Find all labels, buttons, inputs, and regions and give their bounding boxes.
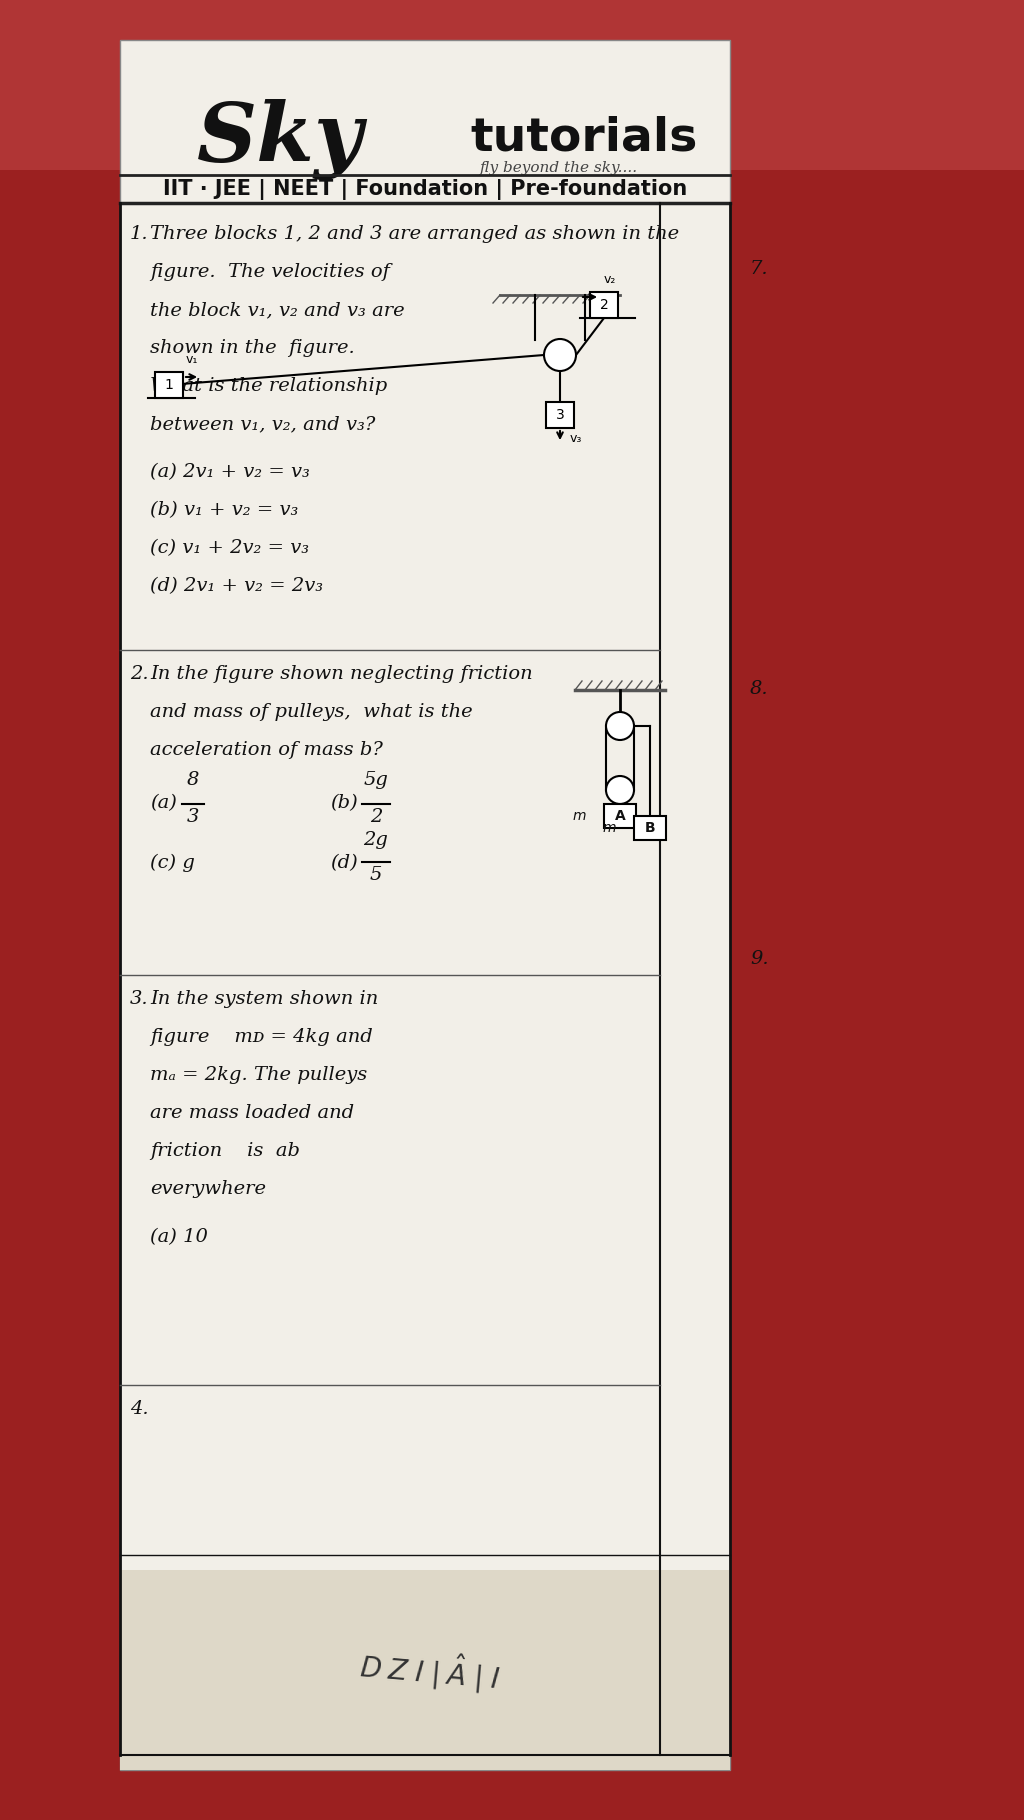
Text: m: m bbox=[602, 821, 616, 835]
Text: What is the relationship: What is the relationship bbox=[150, 377, 387, 395]
Text: $D\;Z\;I\;|\;\hat{A}\;|\;I$: $D\;Z\;I\;|\;\hat{A}\;|\;I$ bbox=[358, 1643, 502, 1696]
Text: 3.: 3. bbox=[130, 990, 148, 1008]
Circle shape bbox=[544, 339, 575, 371]
Text: 2.: 2. bbox=[130, 664, 148, 682]
Text: fly beyond the sky....: fly beyond the sky.... bbox=[480, 160, 638, 175]
FancyBboxPatch shape bbox=[604, 804, 636, 828]
Text: (b) v₁ + v₂ = v₃: (b) v₁ + v₂ = v₃ bbox=[150, 501, 298, 519]
Text: 8: 8 bbox=[186, 772, 200, 790]
Text: 2: 2 bbox=[370, 808, 382, 826]
Text: 3: 3 bbox=[186, 808, 200, 826]
Text: friction    is  ab: friction is ab bbox=[150, 1141, 300, 1159]
FancyBboxPatch shape bbox=[120, 1571, 730, 1771]
Text: and mass of pulleys,  what is the: and mass of pulleys, what is the bbox=[150, 703, 473, 721]
Text: (a) 10: (a) 10 bbox=[150, 1228, 208, 1247]
Text: (d) 2v₁ + v₂ = 2v₃: (d) 2v₁ + v₂ = 2v₃ bbox=[150, 577, 324, 595]
Text: B: B bbox=[645, 821, 655, 835]
FancyBboxPatch shape bbox=[546, 402, 574, 428]
Text: (b): (b) bbox=[330, 794, 357, 812]
Text: v₃: v₃ bbox=[570, 431, 583, 444]
Text: (a) 2v₁ + v₂ = v₃: (a) 2v₁ + v₂ = v₃ bbox=[150, 462, 310, 480]
FancyBboxPatch shape bbox=[120, 40, 730, 1771]
Text: IIT · JEE | NEET | Foundation | Pre-foundation: IIT · JEE | NEET | Foundation | Pre-foun… bbox=[163, 180, 687, 200]
Text: A: A bbox=[614, 810, 626, 823]
Text: (a): (a) bbox=[150, 794, 177, 812]
Text: everywhere: everywhere bbox=[150, 1179, 266, 1198]
Text: between v₁, v₂, and v₃?: between v₁, v₂, and v₃? bbox=[150, 415, 376, 433]
Text: 2: 2 bbox=[600, 298, 608, 311]
Circle shape bbox=[606, 712, 634, 741]
Text: 1: 1 bbox=[165, 379, 173, 391]
FancyBboxPatch shape bbox=[634, 815, 666, 841]
FancyBboxPatch shape bbox=[0, 0, 1024, 169]
Text: 3: 3 bbox=[556, 408, 564, 422]
Text: Three blocks 1, 2 and 3 are arranged as shown in the: Three blocks 1, 2 and 3 are arranged as … bbox=[150, 226, 679, 244]
Text: m: m bbox=[572, 810, 586, 823]
Text: 5: 5 bbox=[370, 866, 382, 885]
Text: 1.: 1. bbox=[130, 226, 148, 244]
Text: the block v₁, v₂ and v₃ are: the block v₁, v₂ and v₃ are bbox=[150, 300, 404, 318]
Text: (c) v₁ + 2v₂ = v₃: (c) v₁ + 2v₂ = v₃ bbox=[150, 539, 309, 557]
Text: 4.: 4. bbox=[130, 1400, 148, 1418]
FancyBboxPatch shape bbox=[155, 371, 183, 399]
Text: (c) g: (c) g bbox=[150, 854, 195, 872]
Text: acceleration of mass b?: acceleration of mass b? bbox=[150, 741, 383, 759]
Circle shape bbox=[606, 775, 634, 804]
Text: In the figure shown neglecting friction: In the figure shown neglecting friction bbox=[150, 664, 532, 682]
Text: 2g: 2g bbox=[364, 832, 388, 848]
Text: are mass loaded and: are mass loaded and bbox=[150, 1105, 354, 1121]
FancyBboxPatch shape bbox=[590, 291, 618, 318]
Text: mₐ = 2kg. The pulleys: mₐ = 2kg. The pulleys bbox=[150, 1067, 368, 1085]
Text: (d): (d) bbox=[330, 854, 357, 872]
Text: tutorials: tutorials bbox=[470, 115, 697, 160]
Text: figure.  The velocities of: figure. The velocities of bbox=[150, 264, 390, 280]
Text: 7.: 7. bbox=[750, 260, 769, 278]
Text: shown in the  figure.: shown in the figure. bbox=[150, 339, 354, 357]
Text: In the system shown in: In the system shown in bbox=[150, 990, 378, 1008]
Text: 5g: 5g bbox=[364, 772, 388, 790]
Text: Sky: Sky bbox=[197, 100, 364, 180]
Text: figure    mᴅ = 4kg and: figure mᴅ = 4kg and bbox=[150, 1028, 373, 1046]
Text: 8.: 8. bbox=[750, 681, 769, 699]
Text: v₂: v₂ bbox=[604, 273, 616, 286]
Text: 9.: 9. bbox=[750, 950, 769, 968]
Text: v₁: v₁ bbox=[185, 353, 199, 366]
